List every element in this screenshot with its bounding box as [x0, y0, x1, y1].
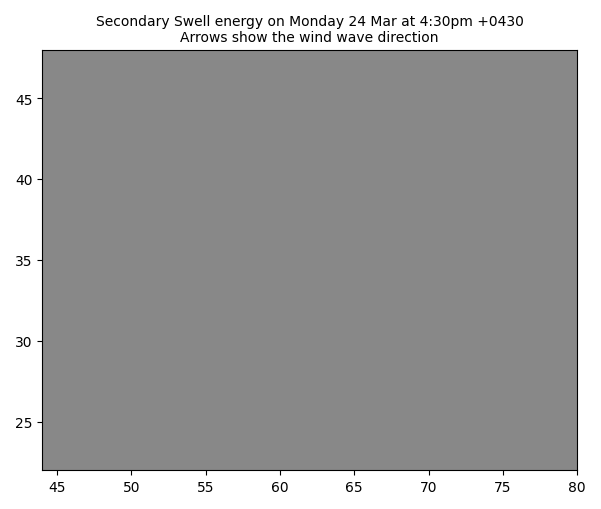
Title: Secondary Swell energy on Monday 24 Mar at 4:30pm +0430
Arrows show the wind wav: Secondary Swell energy on Monday 24 Mar …: [96, 15, 523, 45]
